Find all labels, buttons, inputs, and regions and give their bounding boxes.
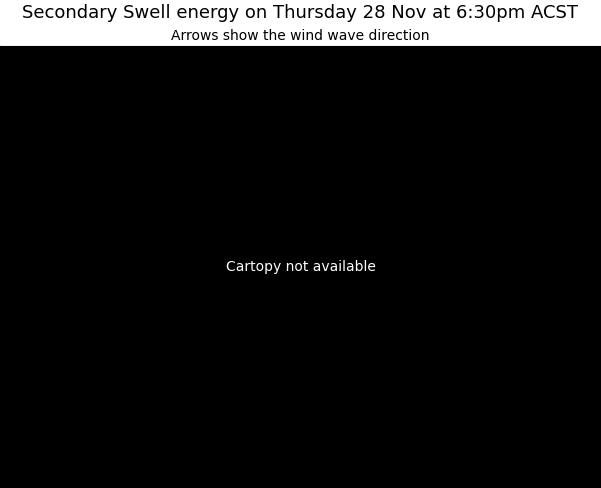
Text: Arrows show the wind wave direction: Arrows show the wind wave direction	[171, 29, 430, 43]
Text: Cartopy not available: Cartopy not available	[225, 260, 376, 274]
Text: Secondary Swell energy on Thursday 28 Nov at 6:30pm ACST: Secondary Swell energy on Thursday 28 No…	[22, 4, 579, 22]
